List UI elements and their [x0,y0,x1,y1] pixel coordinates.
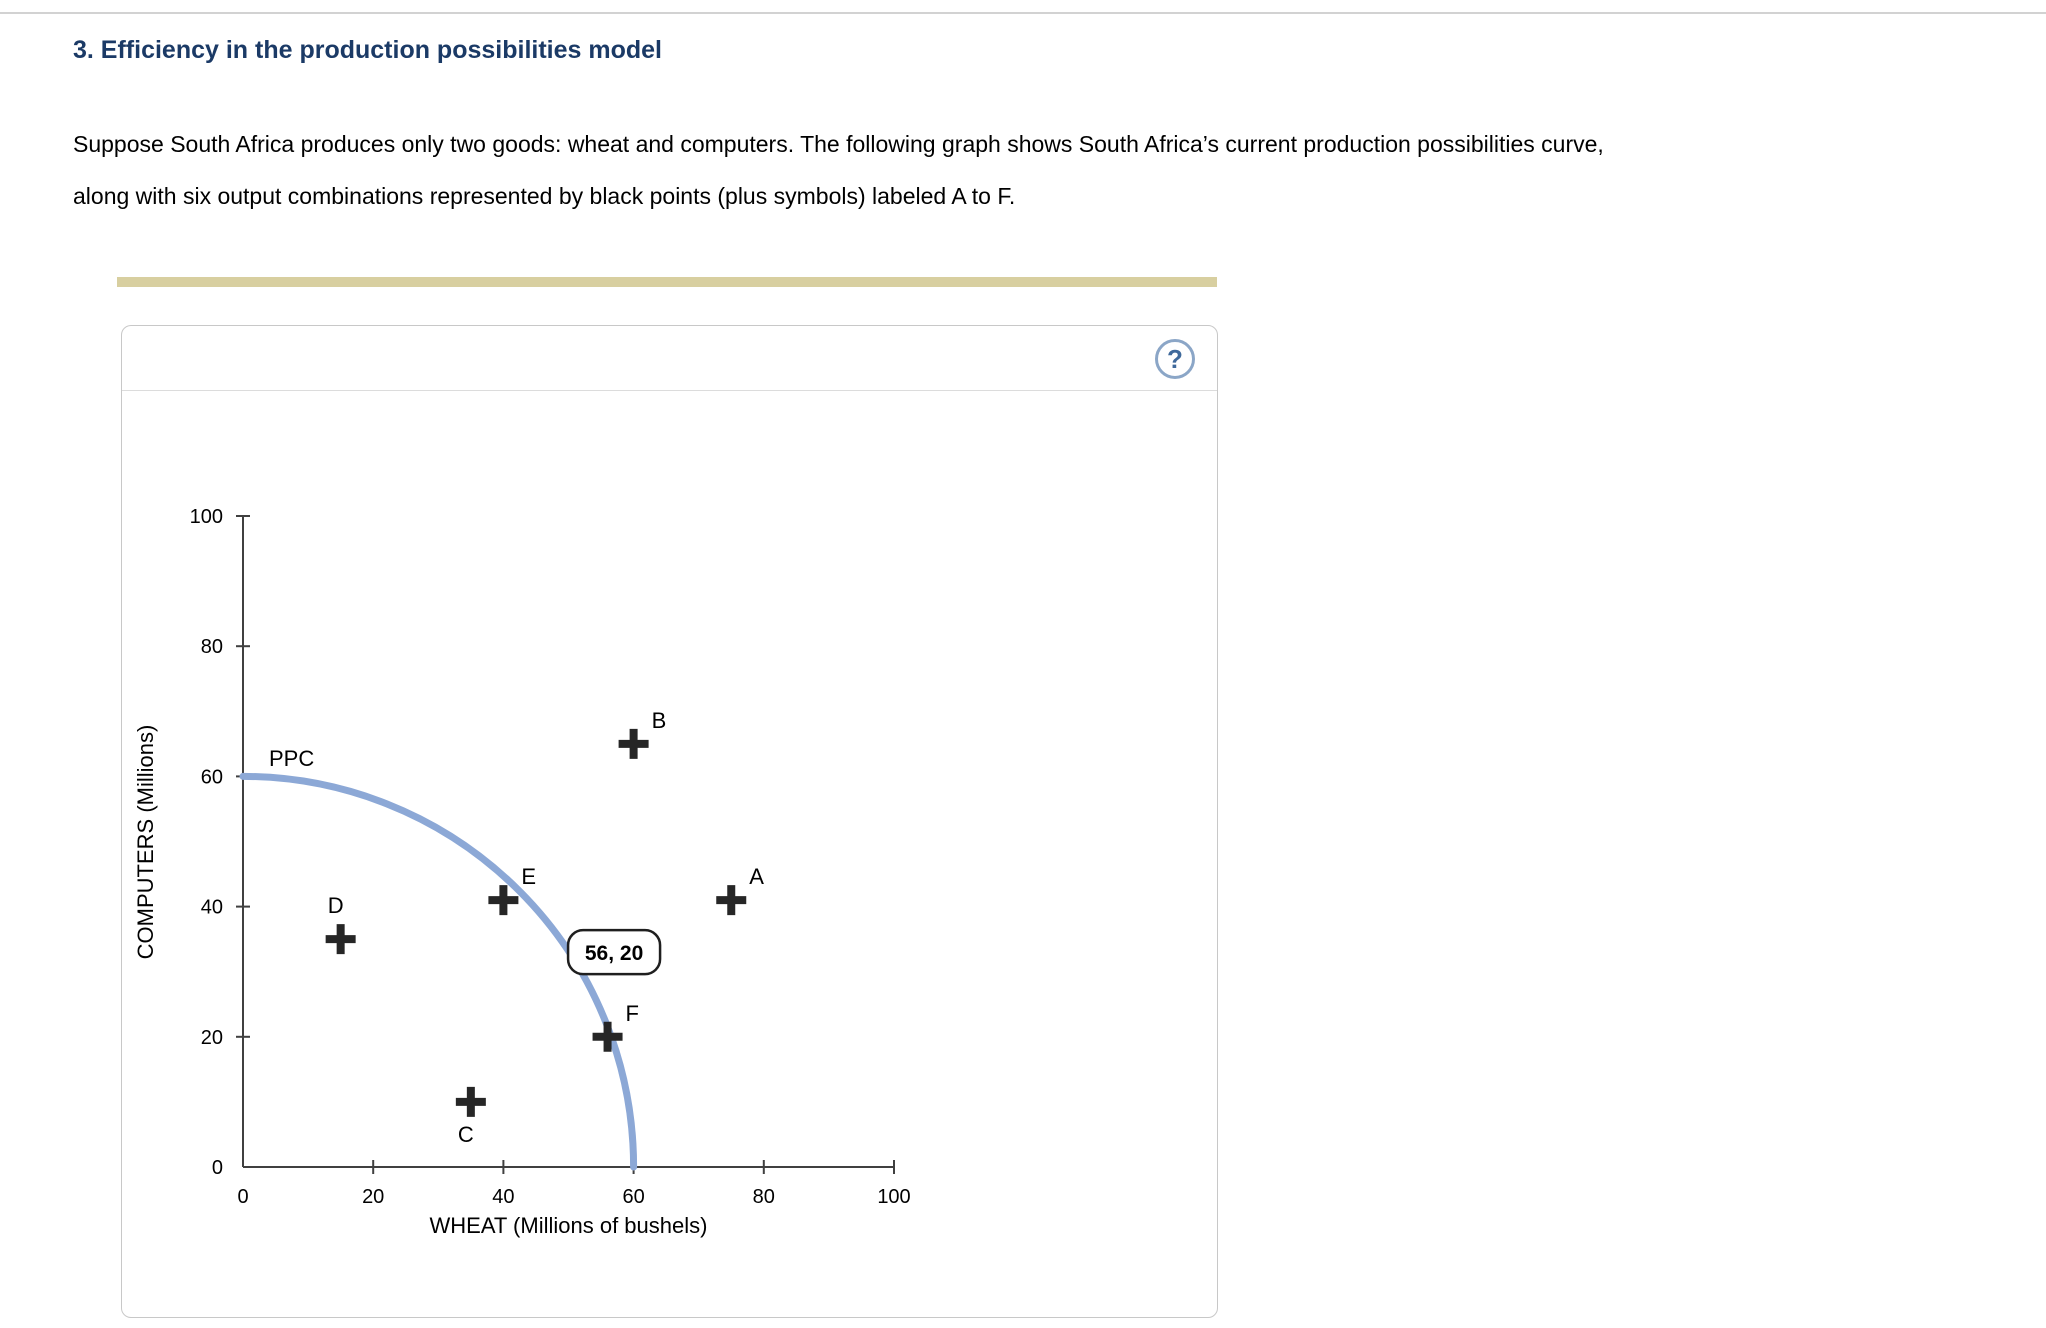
point-label-E: E [521,864,536,889]
x-tick-label: 60 [622,1186,644,1208]
x-tick-label: 80 [753,1186,775,1208]
ppc-curve-label: PPC [269,746,314,771]
page-title: 3. Efficiency in the production possibil… [73,36,662,64]
y-tick-label: 0 [212,1157,223,1179]
description-line-2: along with six output combinations repre… [73,183,1016,209]
point-label-A: A [749,864,764,889]
ppc-chart: 0 20 40 60 80 100 0 20 40 60 80 100 WHEAT (Millions … [133,506,911,1238]
point-A[interactable]: A [716,864,764,916]
description-line-1: Suppose South Africa produces only two g… [73,131,1604,157]
x-tick-label: 20 [362,1186,384,1208]
help-icon[interactable]: ? [1155,339,1195,379]
x-axis-title: WHEAT (Millions of bushels) [430,1213,708,1238]
point-D[interactable]: D [325,893,356,955]
point-label-C: C [458,1122,474,1147]
top-divider [0,12,2046,14]
point-label-B: B [652,708,667,733]
y-tick-label: 80 [201,636,223,658]
ppc-curve [239,772,638,1171]
section-accent-bar [117,277,1217,287]
x-tick-label: 100 [877,1186,910,1208]
coordinate-tooltip: 56, 20 [566,928,662,976]
y-axis-title: COMPUTERS (Millions) [133,725,158,960]
point-C[interactable]: C [455,1086,486,1147]
graph-panel-header: ? [122,326,1217,391]
point-F[interactable]: F [592,1001,639,1052]
point-E[interactable]: E [488,864,536,916]
y-tick-label: 40 [201,897,223,919]
point-B[interactable]: B [618,708,667,759]
x-tick-label: 40 [492,1186,514,1208]
question-description: Suppose South Africa produces only two g… [73,118,2033,222]
graph-panel: ? 0 20 40 60 80 100 0 20 40 60 80 100 WHEAT (Million… [121,325,1218,1318]
x-tick-label: 0 [237,1186,248,1208]
y-tick-label: 100 [190,506,223,528]
point-label-D: D [328,893,344,918]
y-tick-label: 20 [201,1027,223,1049]
point-label-F: F [626,1001,639,1026]
tooltip-text: 56, 20 [585,942,643,965]
y-tick-label: 60 [201,766,223,788]
